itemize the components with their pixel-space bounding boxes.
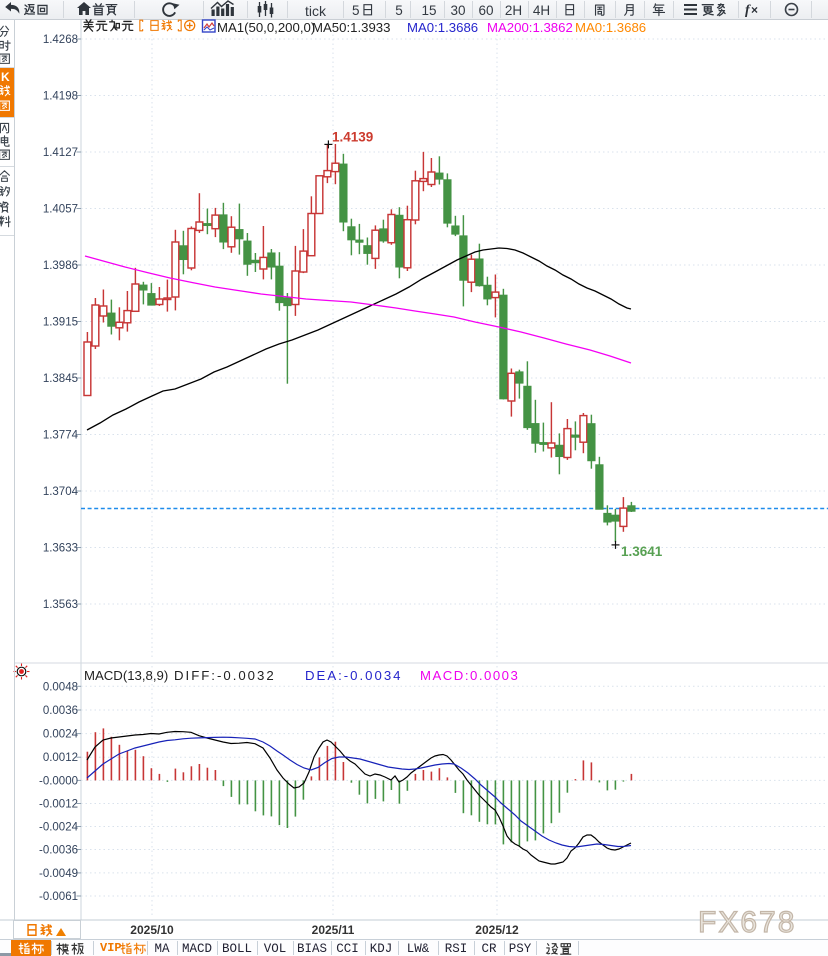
svg-text:1.3915: 1.3915 <box>43 317 78 329</box>
svg-text:-0.0036: -0.0036 <box>39 845 78 857</box>
svg-text:0.0024: 0.0024 <box>43 729 79 741</box>
svg-text:-0.0061: -0.0061 <box>39 891 78 903</box>
svg-text:0.0036: 0.0036 <box>43 705 78 717</box>
svg-text:-0.0049: -0.0049 <box>39 868 78 880</box>
svg-text:1.3845: 1.3845 <box>43 373 78 385</box>
svg-text:0.0012: 0.0012 <box>43 752 78 764</box>
svg-text:1.4139: 1.4139 <box>332 130 373 145</box>
svg-text:1.4057: 1.4057 <box>43 204 78 216</box>
svg-text:-0.0000: -0.0000 <box>39 775 78 787</box>
svg-text:-0.0012: -0.0012 <box>39 799 78 811</box>
svg-text:×: × <box>751 3 758 17</box>
svg-text:1.4127: 1.4127 <box>43 147 78 159</box>
svg-text:1.3986: 1.3986 <box>43 260 78 272</box>
svg-text:1.3633: 1.3633 <box>43 543 78 555</box>
svg-text:1.4268: 1.4268 <box>43 34 78 46</box>
svg-text:1.3774: 1.3774 <box>43 430 79 442</box>
svg-text:0.0048: 0.0048 <box>43 681 78 693</box>
svg-text:1.3641: 1.3641 <box>621 544 663 559</box>
svg-text:1.3704: 1.3704 <box>43 486 79 498</box>
svg-text:f: f <box>745 3 751 18</box>
svg-text:-0.0024: -0.0024 <box>39 822 79 834</box>
svg-text:1.3563: 1.3563 <box>43 599 78 611</box>
svg-text:1.4198: 1.4198 <box>43 91 78 103</box>
